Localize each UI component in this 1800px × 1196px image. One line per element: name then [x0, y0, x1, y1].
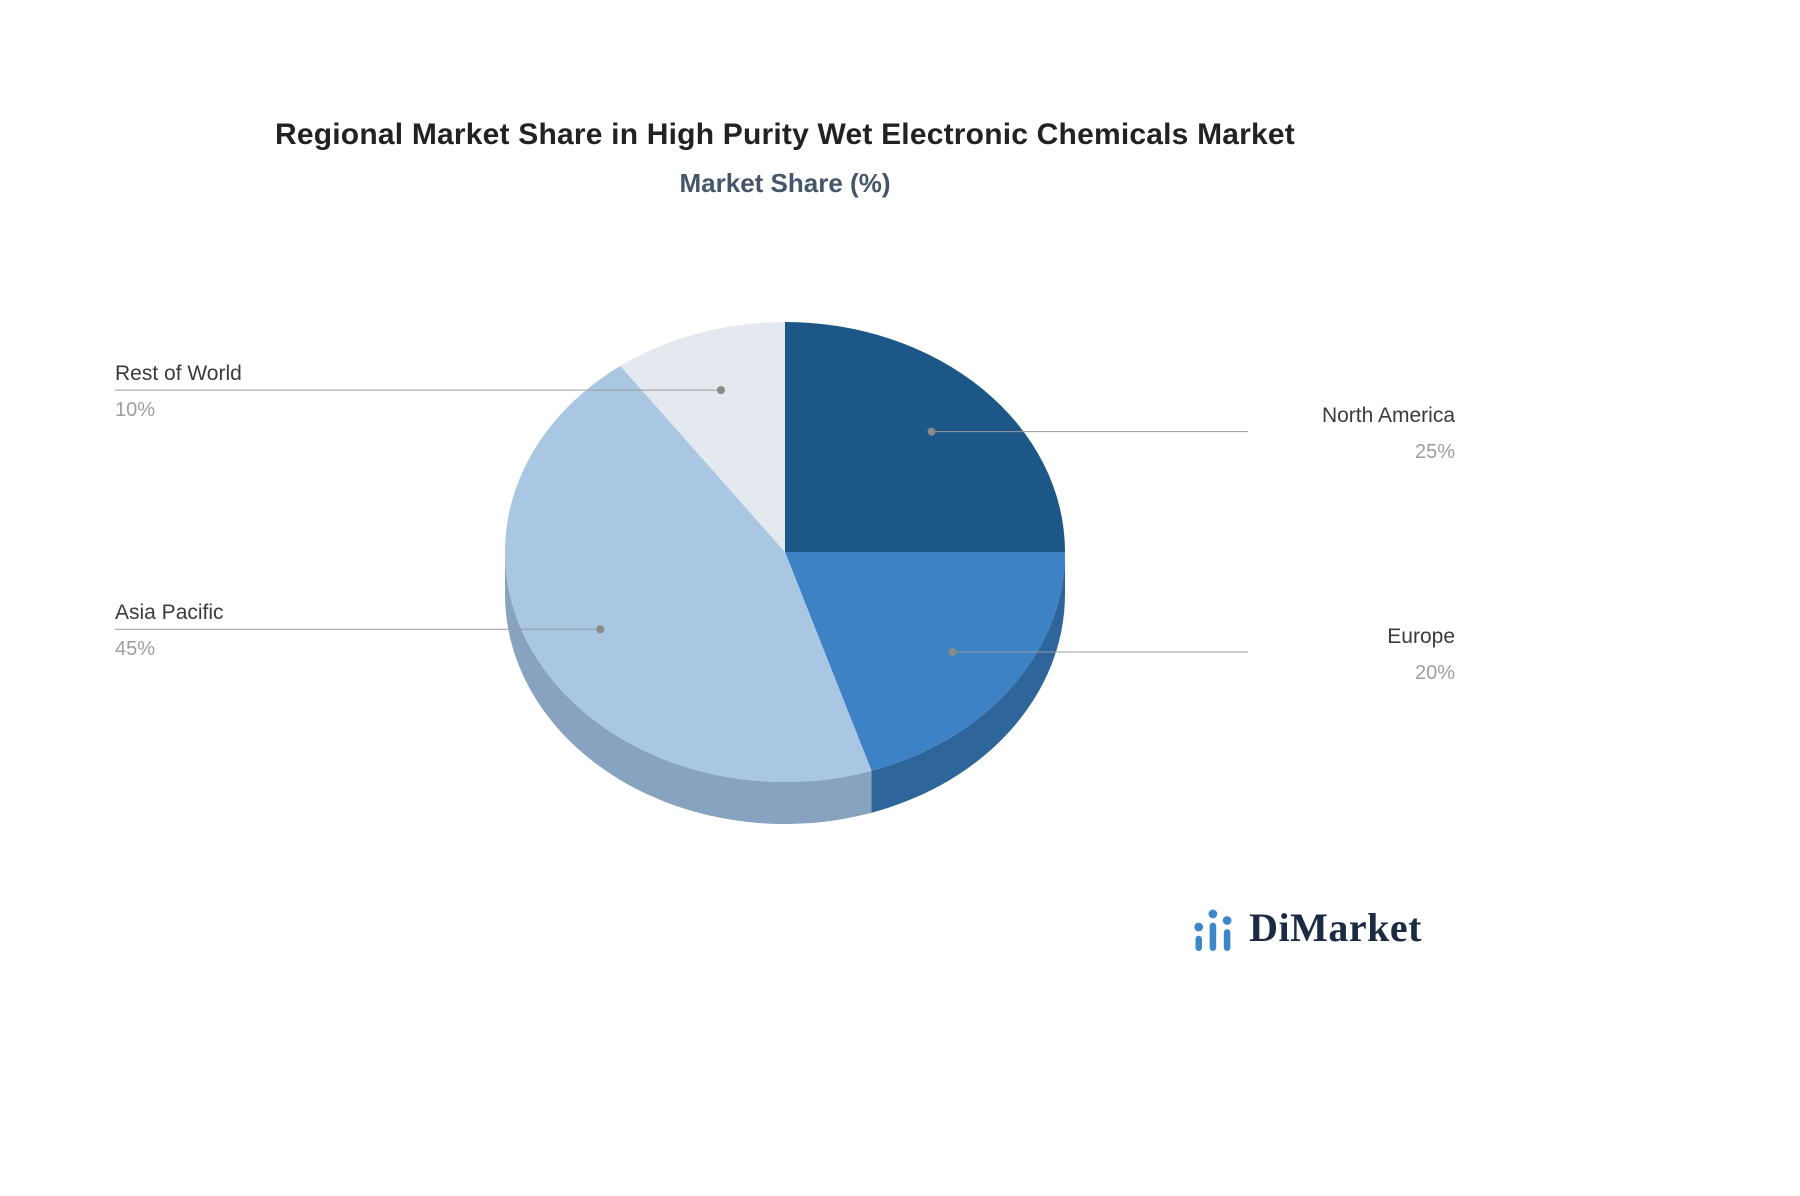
slice-label-value: 45% [115, 638, 156, 660]
dimarket-logo-text: DiMarket [1249, 904, 1422, 950]
leader-dot-europe [948, 648, 957, 657]
pie-slice-depth-europe [871, 552, 1065, 813]
chart-title: Regional Market Share in High Purity Wet… [275, 118, 1295, 151]
pie-slice-europe[interactable] [785, 552, 1065, 771]
pie-slice-depth-asia-pacific [504, 552, 872, 824]
slice-label-name: North America [1321, 404, 1455, 427]
slice-label-value: 25% [1414, 441, 1455, 463]
slice-label-north-america: North America 25% [1115, 404, 1455, 464]
slice-label-value: 20% [1414, 662, 1455, 684]
slice-label-name: Europe [1387, 625, 1455, 648]
pie-slice-rest-of-world[interactable] [620, 322, 785, 552]
slice-label-name: Asia Pacific [115, 601, 224, 624]
slice-label-name: Rest of World [115, 362, 242, 385]
slice-label-value: 10% [115, 399, 156, 421]
leader-dot-asia-pacific [596, 625, 605, 634]
slice-label-asia-pacific: Asia Pacific 45% [115, 601, 455, 661]
pie-slice-north-america[interactable] [785, 322, 1065, 552]
dimarket-logo: DiMarket [1191, 903, 1422, 951]
dimarket-logo-icon [1194, 909, 1232, 951]
slice-label-rest-of-world: Rest of World 10% [115, 362, 455, 422]
chart-subtitle: Market Share (%) [679, 168, 891, 198]
leader-dot-rest-of-world [716, 386, 725, 395]
leader-dot-north-america [927, 427, 936, 436]
pie-slice-asia-pacific[interactable] [505, 365, 872, 782]
slice-label-europe: Europe 20% [1115, 625, 1455, 685]
